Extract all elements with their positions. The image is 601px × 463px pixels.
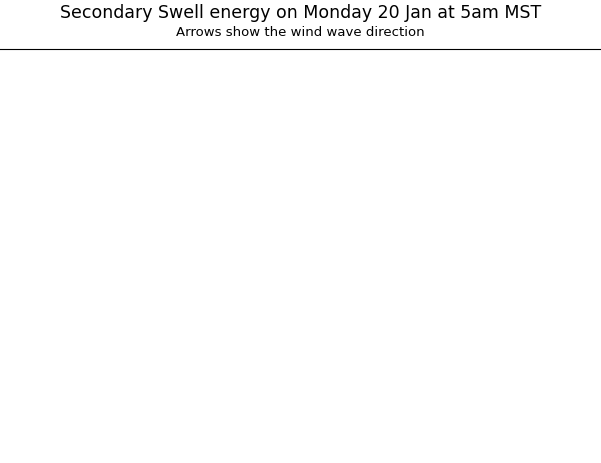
Text: Install cartopy for map rendering: Install cartopy for map rendering bbox=[163, 248, 438, 265]
Text: Secondary Swell energy on Monday 20 Jan at 5am MST: Secondary Swell energy on Monday 20 Jan … bbox=[60, 4, 541, 21]
Text: Arrows show the wind wave direction: Arrows show the wind wave direction bbox=[176, 26, 425, 39]
